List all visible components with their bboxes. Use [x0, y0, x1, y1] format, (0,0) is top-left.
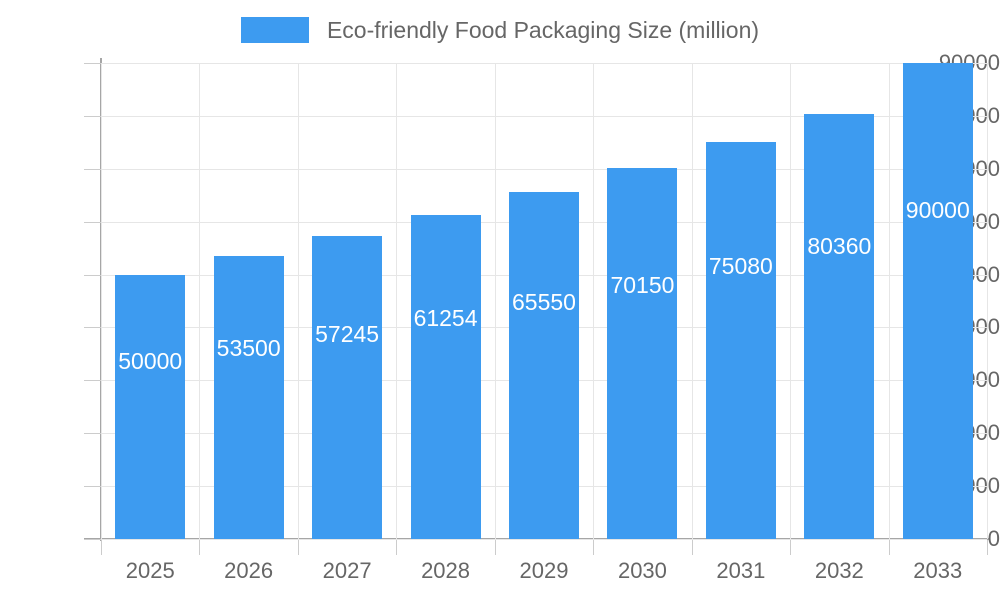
- x-axis-tick-label: 2026: [224, 558, 274, 583]
- category-gridline: [790, 63, 791, 539]
- x-axis-tick-label: 2031: [716, 558, 766, 583]
- x-axis-tick-label: 2025: [125, 558, 175, 583]
- bar[interactable]: [804, 114, 875, 539]
- bar[interactable]: [705, 141, 776, 539]
- x-axis-tick-label: 2033: [913, 558, 963, 583]
- bar-value-label: 80360: [807, 233, 872, 260]
- category-gridline: [593, 63, 594, 539]
- plot-area: 50000 53500 57245 61254 65550 70150 75080 80360…: [101, 63, 988, 540]
- bar-value-label: 75080: [708, 253, 773, 280]
- y-tick-mark: [84, 221, 101, 223]
- category-gridline: [889, 63, 890, 539]
- category-gridline: [101, 63, 102, 539]
- gridline: [101, 539, 987, 540]
- category-gridline: [495, 63, 496, 539]
- bar[interactable]: [508, 192, 579, 539]
- y-tick-mark: [84, 433, 101, 435]
- bar-value-label: 70150: [610, 271, 675, 298]
- bar-group: 61254: [396, 63, 494, 539]
- legend-color-swatch-icon: [240, 17, 309, 43]
- x-tick-mark: [889, 540, 890, 555]
- bar[interactable]: [115, 274, 186, 539]
- x-tick-mark: [495, 540, 496, 555]
- legend-item-eco-friendly-food-packaging-size[interactable]: Eco-friendly Food Packaging Size (millio…: [240, 16, 760, 43]
- x-tick-mark: [199, 540, 200, 555]
- gridline: [101, 63, 987, 64]
- category-gridline: [396, 63, 397, 539]
- y-tick-mark: [84, 539, 101, 540]
- x-tick-mark: [298, 540, 299, 555]
- category-gridline: [298, 63, 299, 539]
- x-tick-mark: [692, 540, 693, 555]
- bar-group: 70150: [593, 63, 691, 539]
- x-axis-tick-label: 2027: [322, 558, 372, 583]
- x-axis-tick-label: 2028: [421, 558, 471, 583]
- bar-group: 90000: [889, 63, 987, 539]
- y-tick-mark: [84, 380, 101, 382]
- bar-group: 57245: [298, 63, 396, 539]
- bar[interactable]: [312, 236, 383, 539]
- gridline: [101, 168, 987, 170]
- x-tick-mark: [593, 540, 594, 555]
- bar[interactable]: [410, 215, 481, 539]
- bar-group: 50000: [101, 63, 199, 539]
- x-axis-tick-label: 2030: [617, 558, 667, 583]
- x-tick-mark: [987, 540, 988, 555]
- bar-value-label: 65550: [512, 289, 576, 316]
- y-tick-mark: [84, 115, 101, 117]
- legend-item-label: Eco-friendly Food Packaging Size (millio…: [326, 16, 760, 43]
- category-gridline: [692, 63, 693, 539]
- bar-value-label: 61254: [413, 305, 478, 332]
- x-axis-tick-label: 2029: [519, 558, 569, 583]
- chart-legend: Eco-friendly Food Packaging Size (millio…: [0, 12, 1000, 48]
- bar-value-label: 90000: [905, 196, 970, 223]
- y-tick-mark: [84, 274, 101, 276]
- bar[interactable]: [607, 168, 678, 539]
- y-tick-mark: [84, 168, 101, 170]
- y-tick-mark: [84, 63, 101, 64]
- y-tick-mark: [84, 486, 101, 488]
- bar-value-label: 53500: [216, 334, 281, 361]
- bar[interactable]: [213, 256, 284, 539]
- bar-value-label: 57245: [315, 320, 380, 347]
- x-tick-mark: [396, 540, 397, 555]
- bar-series-eco-friendly-food-packaging-size: 50000 53500 57245 61254 65550 70150 75080 80360…: [101, 63, 987, 539]
- y-axis-tick-label: 0: [987, 526, 1000, 551]
- category-gridline: [987, 63, 988, 539]
- x-tick-mark: [101, 540, 102, 555]
- bar-group: 53500: [199, 63, 297, 539]
- y-tick-mark: [84, 327, 101, 329]
- gridline: [101, 115, 987, 117]
- x-tick-mark: [790, 540, 791, 555]
- bar-group: 80360: [790, 63, 888, 539]
- vertical-category-gridlines: [101, 63, 988, 539]
- bar[interactable]: [902, 63, 973, 539]
- bar-group: 75080: [692, 63, 790, 539]
- bar-value-label: 50000: [118, 347, 183, 374]
- x-axis-tick-label: 2032: [814, 558, 864, 583]
- category-gridline: [199, 63, 200, 539]
- bar-group: 65550: [495, 63, 593, 539]
